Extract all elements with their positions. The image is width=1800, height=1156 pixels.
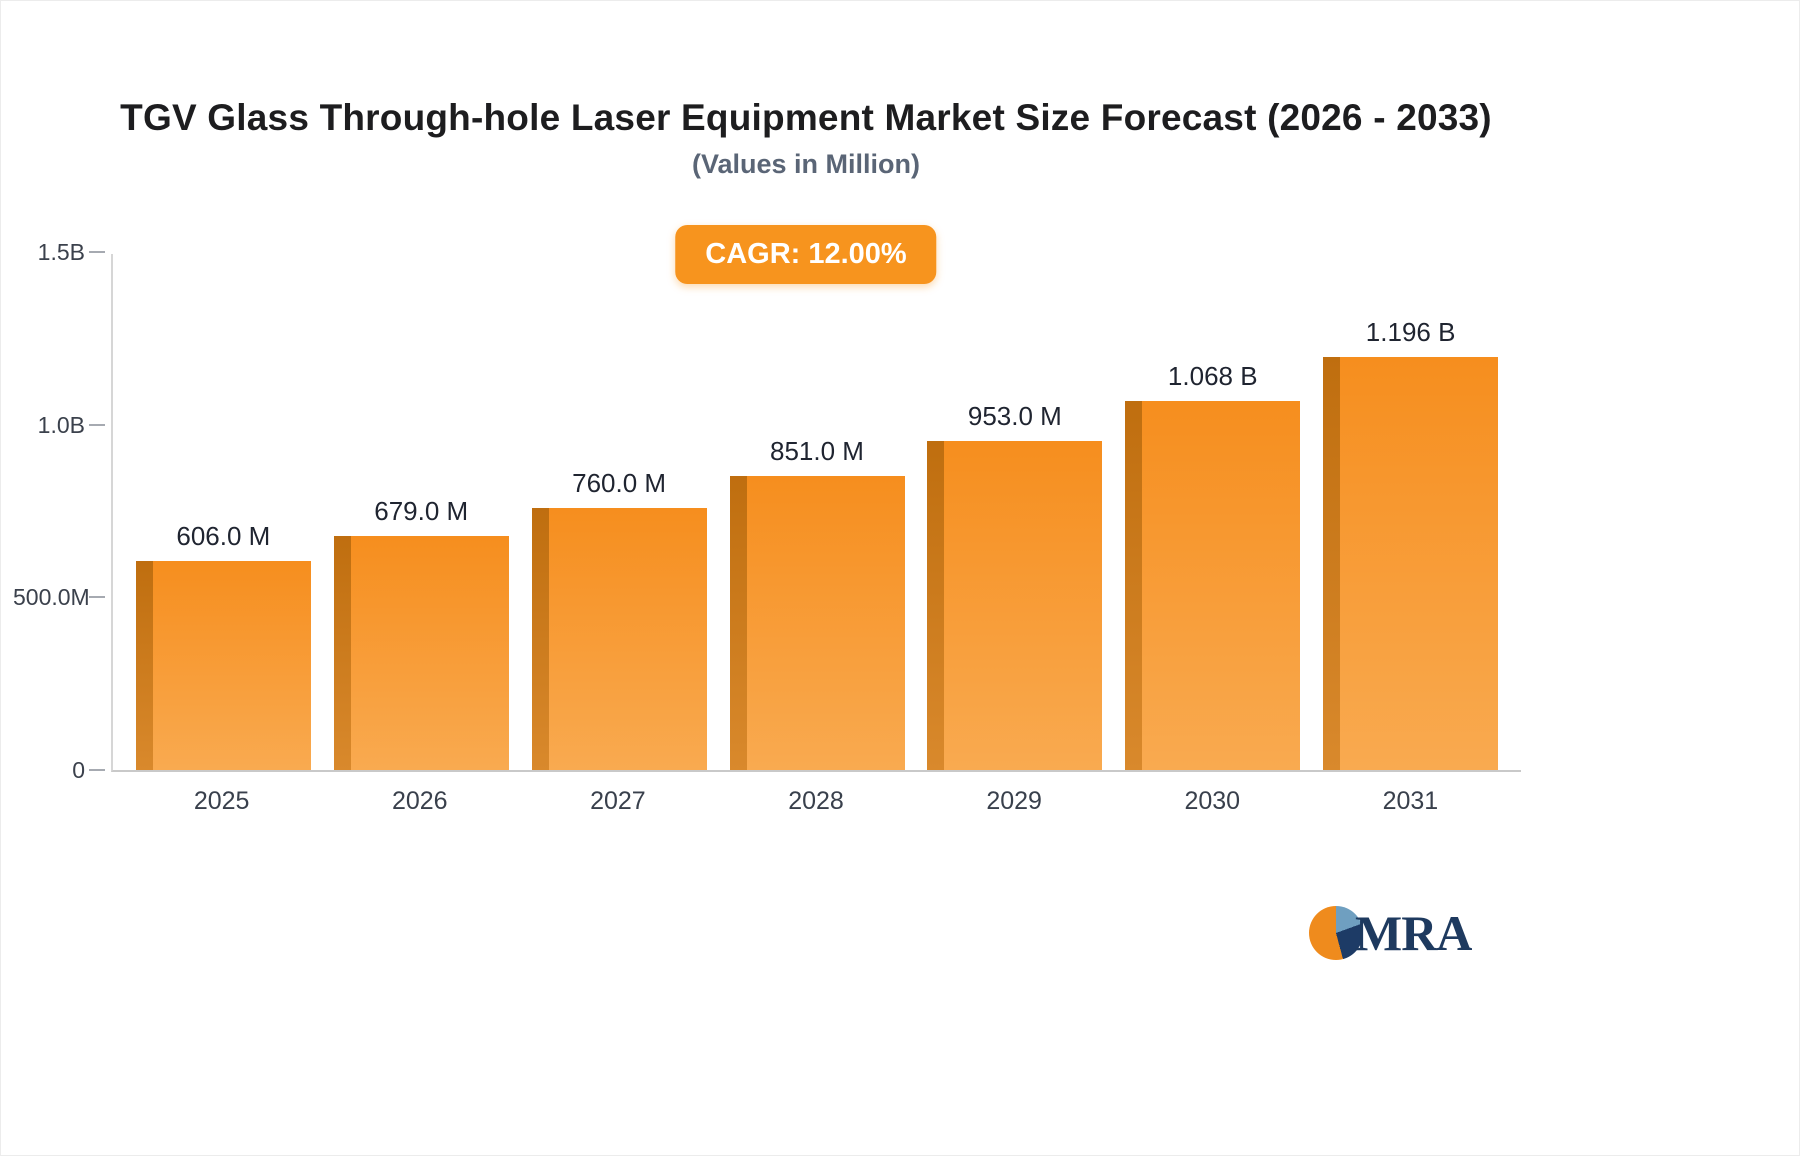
x-axis-label: 2031 [1382, 787, 1439, 815]
bar-group: 760.0 M [531, 468, 707, 770]
logo-text: MRA [1355, 905, 1472, 961]
logo-pie-icon [1309, 906, 1363, 960]
y-tick-label: 0 [72, 757, 85, 783]
bar-front-face [746, 476, 905, 770]
y-tick-label: 1.0B [37, 411, 85, 438]
y-tick-mark [89, 596, 105, 599]
chart-subtitle: (Values in Million) [691, 149, 921, 179]
y-tick-mark [89, 251, 105, 253]
bar-side-face [729, 476, 747, 770]
brand-logo: MRA [1309, 904, 1472, 962]
x-axis-label: 2026 [391, 787, 448, 815]
cagr-badge: CAGR: 12.00% [675, 225, 937, 284]
bar-side-face [531, 507, 549, 770]
bar[interactable] [1323, 356, 1499, 770]
bar-side-face [927, 440, 945, 770]
bar-value-label: 1.196 B [1365, 316, 1456, 347]
bar-front-face [1340, 356, 1499, 770]
bar-value-label: 953.0 M [967, 400, 1062, 431]
bar[interactable] [333, 535, 509, 770]
bar-group: 1.068 B [1125, 361, 1301, 770]
x-axis-label: 2029 [986, 787, 1042, 815]
bar-front-face [548, 507, 707, 770]
plot-area: 606.0 M 679.0 M 760.0 M 851.0 M 953.0 M 1.068… [13, 239, 1521, 783]
bar-value-label: 679.0 M [374, 495, 469, 526]
bar-value-label: 760.0 M [572, 467, 667, 498]
y-tick-mark [89, 423, 105, 426]
y-tick-mark [89, 769, 105, 771]
bar-side-face [333, 535, 351, 770]
bar-group: 953.0 M [927, 401, 1103, 770]
bars-container: 606.0 M 679.0 M 760.0 M 851.0 M 953.0 M 1.068… [113, 254, 1521, 770]
bar[interactable] [927, 440, 1103, 770]
bar-group: 606.0 M [135, 521, 311, 770]
x-axis-labels: 2025 2026 2027 2028 2029 2030 2031 [111, 787, 1521, 816]
bar[interactable] [531, 507, 707, 770]
bar[interactable] [135, 560, 311, 770]
bar-value-label: 1.068 B [1167, 361, 1258, 392]
bar-side-face [1323, 356, 1341, 770]
bar-value-label: 851.0 M [770, 436, 864, 467]
bar-group: 679.0 M [333, 496, 509, 770]
bar-front-face [350, 535, 509, 770]
x-axis-label: 2028 [788, 787, 844, 815]
bar-front-face [944, 440, 1103, 770]
chart-title: TGV Glass Through-hole Laser Equipment M… [120, 97, 1492, 138]
x-axis-label: 2025 [193, 787, 250, 815]
x-axis-label: 2027 [590, 787, 646, 815]
bar[interactable] [1125, 401, 1301, 770]
bar-side-face [1125, 401, 1143, 770]
y-tick-label: 500.0M [13, 584, 90, 611]
bar[interactable] [729, 476, 905, 770]
y-tick-label: 1.5B [37, 239, 85, 265]
bar-value-label: 606.0 M [176, 520, 271, 551]
bar-group: 1.196 B [1323, 317, 1499, 770]
bar-front-face [1142, 401, 1301, 770]
bar-front-face [152, 560, 311, 770]
bar-group: 851.0 M [729, 436, 905, 770]
x-axis-label: 2030 [1184, 787, 1241, 815]
bar-side-face [135, 560, 153, 770]
